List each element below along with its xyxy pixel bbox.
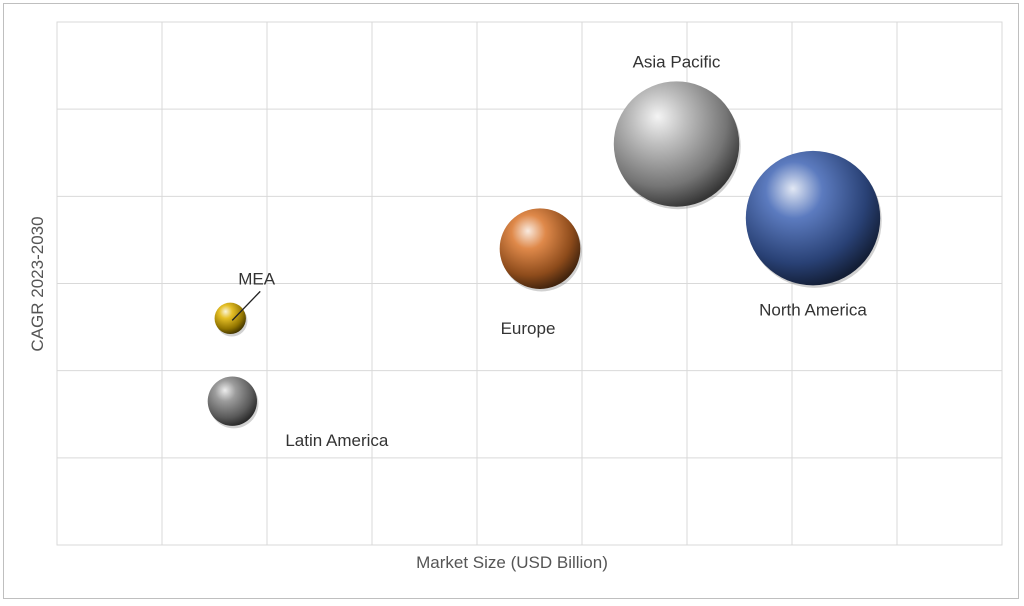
bubble-europe [499,208,581,289]
y-axis-label: CAGR 2023-2030 [28,216,47,352]
label-latin-america: Latin America [285,431,389,450]
leader-line-mea [231,290,261,321]
label-asia-pacific: Asia Pacific [633,52,721,71]
label-europe: Europe [501,319,556,338]
label-mea: MEA [238,269,276,288]
bubble-north-america [745,150,881,286]
label-north-america: North America [759,300,867,319]
bubble-labels: MEA Latin America Europe Asia Pacific North … [231,52,867,450]
bubbles [207,81,882,429]
chart-frame [3,3,1019,599]
bubble-mea [214,302,246,335]
bubble-asia-pacific [613,81,740,207]
bubble-latin-america [207,376,257,426]
x-axis-label: Market Size (USD Billion) [416,553,608,572]
